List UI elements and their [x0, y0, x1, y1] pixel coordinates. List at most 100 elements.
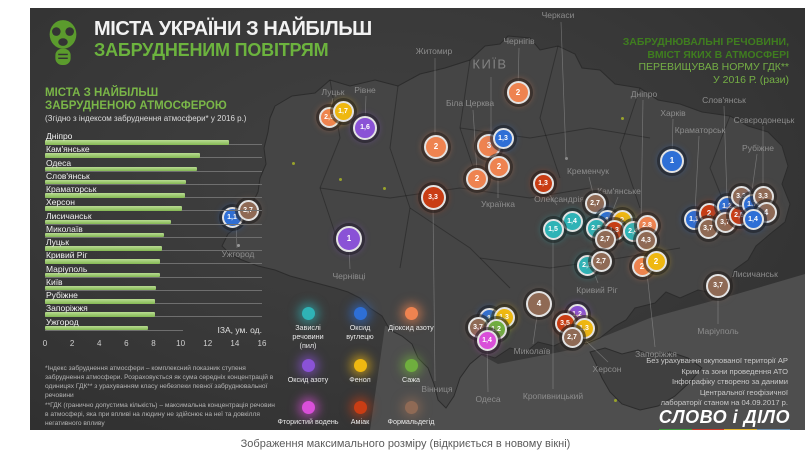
slovoidilo-logo: СЛОВО і ДІЛО	[658, 407, 791, 430]
axis-tick-label: 12	[203, 339, 213, 348]
map-label-city: Маріуполь	[697, 326, 739, 336]
pollution-dot-no: 1,6	[353, 116, 377, 140]
map-label-city: Херсон	[592, 364, 622, 374]
footnote-gdk: **ГДК (гранично допустима кількість) – м…	[45, 402, 275, 428]
map-label-city: Черкаси	[541, 10, 575, 20]
pollution-dot-hf: 1,4	[476, 329, 498, 351]
chart-title: МІСТА З НАЙБІЛЬШ ЗАБРУДНЕНОЮ АТМОСФЕРОЮ	[45, 87, 227, 112]
right-header-line4: У 2016 Р. (рази)	[713, 73, 789, 86]
legend-dot-soot	[404, 359, 418, 372]
leader-line	[472, 109, 478, 173]
main-title-line1: МІСТА УКРАЇНИ З НАЙБІЛЬШ	[94, 18, 372, 40]
black-sea	[370, 274, 805, 430]
pollution-dot-nh3: 3,3	[420, 184, 446, 210]
chart-bar	[45, 193, 185, 198]
leader-line	[517, 47, 520, 87]
chart-row-label: Лисичанськ	[46, 210, 92, 221]
chart-row-label: Маріуполь	[46, 263, 88, 274]
legend-dot-no2	[404, 307, 418, 320]
leader-line	[750, 153, 758, 199]
legend-dot-phenol	[353, 359, 367, 372]
map-label-city: Біла Церква	[445, 98, 495, 108]
gas-mask-icon	[42, 18, 84, 73]
legend-dot-dust	[301, 307, 315, 320]
chart-bar	[45, 325, 149, 330]
footer-source-line: Крим та зони проведення АТО	[681, 366, 788, 376]
leader-line	[646, 272, 656, 348]
map-label-city: Українка	[481, 199, 515, 209]
legend-item-fa: Формальдегід	[373, 401, 449, 426]
leader-line	[723, 105, 728, 200]
pollution-dot-phenol: 1,7	[332, 100, 354, 122]
axis-tick-label: 14	[230, 339, 240, 348]
leader-line	[582, 337, 609, 363]
chart-bar	[45, 285, 157, 291]
map-label-city: Житомир	[415, 46, 453, 56]
chart-row-label: Херсон	[46, 197, 75, 208]
map-label-city: Рубіжне	[742, 143, 774, 153]
chart-bar	[45, 166, 197, 171]
legend-label: Фенол	[349, 375, 371, 384]
pollution-dot-fa: 2,7	[584, 192, 606, 214]
pollution-dot-co: 1,3	[492, 127, 514, 149]
pollution-dot-fa: 4,3	[635, 229, 657, 251]
chart-row-label: Кам'янське	[46, 144, 90, 155]
pollution-dot-fa: 2,7	[594, 228, 616, 250]
logo-stripe-segment	[691, 429, 725, 430]
chart-row-baseline	[45, 329, 183, 331]
city-marker	[338, 177, 342, 181]
chart-row-label: Краматорськ	[46, 184, 97, 194]
chart-row-baseline	[45, 236, 262, 238]
map-label-city: Дніпро	[630, 89, 658, 99]
legend-item-no2: Діоксид азоту	[373, 307, 449, 332]
chart-bar	[45, 299, 155, 304]
chart-bar	[45, 206, 182, 211]
footnote-iza: *Індекс забруднення атмосфери – комплекс…	[45, 365, 274, 400]
chart-bar	[45, 232, 165, 238]
right-header-line3: ПЕРЕВИЩУВАВ НОРМУ ГДК**	[638, 61, 789, 73]
axis-tick-label: 4	[97, 339, 102, 348]
caption-link[interactable]: Зображення максимального розміру (відкри…	[240, 438, 571, 450]
footer-source-line: лабораторії станом на 04.09.2017 р.	[660, 398, 788, 407]
leader-line	[560, 21, 567, 159]
map-label-city: Слов'янськ	[702, 95, 746, 105]
logo-stripe-segment	[724, 429, 758, 430]
chart-row-baseline	[45, 250, 262, 251]
legend-item-no: Оксид азоту	[270, 359, 346, 384]
crimea	[589, 347, 703, 411]
map-label-city: КИЇВ	[472, 56, 508, 72]
legend-dot-nh3	[353, 401, 367, 414]
chart-row-label: Київ	[46, 276, 63, 287]
map-label-city: Вінниця	[421, 384, 453, 394]
chart-subtitle: (Згідно з індексом забруднення атмосфери…	[45, 114, 247, 123]
pollution-dot-no2: 2	[466, 168, 488, 190]
chart-row-baseline	[45, 170, 262, 172]
pollution-dot-no: 1	[336, 226, 362, 252]
chart-bar	[45, 153, 200, 158]
legend-item-co: Оксид вуглецю	[322, 307, 398, 341]
map-label-city: Кам'янське	[597, 186, 641, 196]
axis-tick-label: 16	[257, 339, 267, 348]
chart-bar	[45, 312, 155, 317]
map-label-city: Миколаїв	[513, 346, 551, 356]
pollution-dot-fa: 3,7	[706, 274, 730, 298]
chart-bar	[45, 259, 161, 264]
legend-label: Сажа	[401, 375, 421, 384]
footer-source-line: Інфографіку створено за даними	[671, 377, 788, 386]
pollution-dot-no2: 2	[506, 80, 530, 104]
chart-row-baseline	[45, 263, 262, 265]
axis-tick-label: 2	[69, 339, 75, 348]
map-label-city: Чернігів	[503, 36, 535, 46]
legend-label: Діоксид азоту	[388, 323, 434, 332]
pollution-dot-fa: 2,7	[590, 250, 612, 272]
leader-line	[432, 204, 436, 382]
pollution-dot-co: 1,4	[742, 208, 764, 230]
map-label-city: Олександрія	[534, 194, 584, 204]
legend-item-dust: Завислі речовини (пил)	[270, 307, 346, 350]
logo-stripe-segment	[757, 429, 791, 430]
chart-row-label: Ужгород	[46, 316, 79, 327]
chart-row-baseline	[45, 144, 262, 145]
pollution-dot-co: 1	[660, 149, 684, 173]
chart-row-label: Запоріжжя	[46, 303, 88, 314]
pollution-dot-fa: 2,7	[561, 326, 583, 348]
